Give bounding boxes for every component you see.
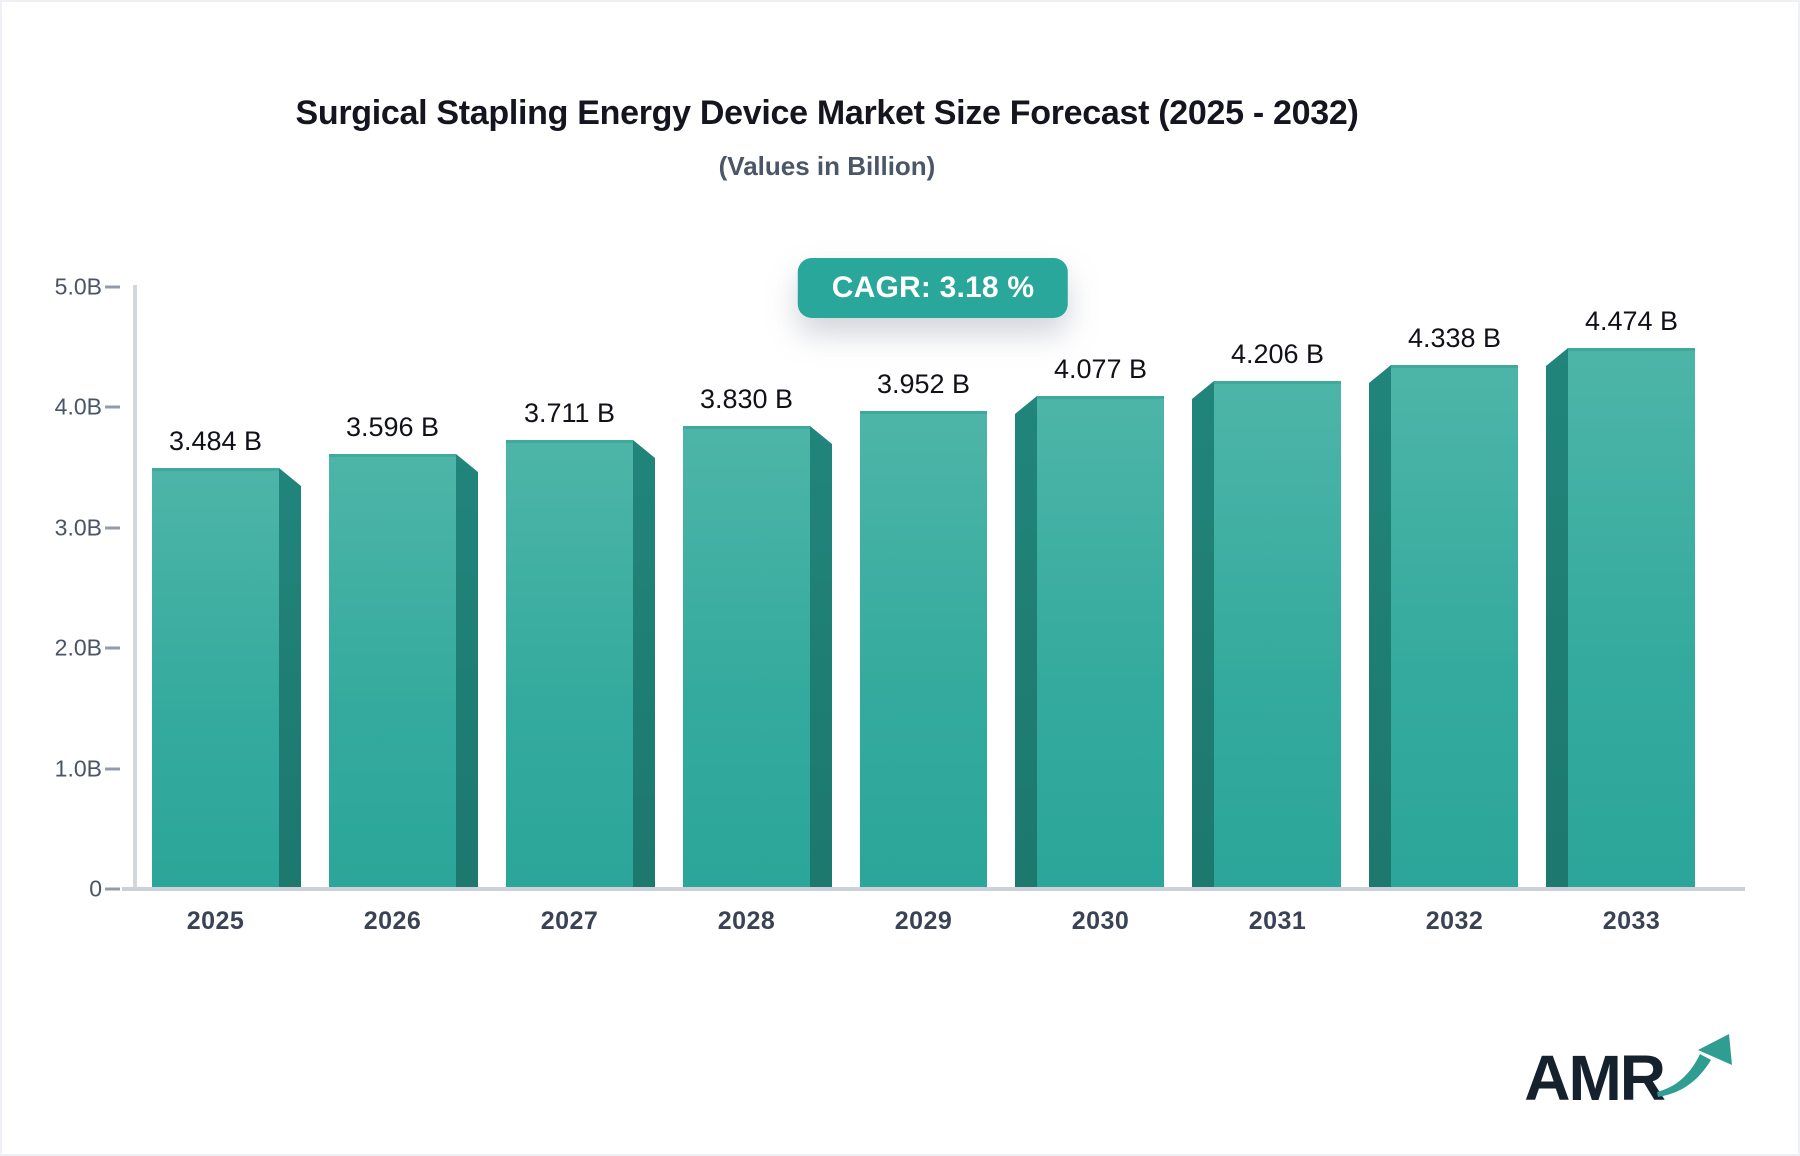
bar-2029 — [838, 2, 1009, 887]
bar-side-shadow — [1192, 381, 1214, 887]
y-tick-mark — [105, 767, 120, 771]
x-tick-label: 2025 — [186, 907, 245, 935]
bar-2033 — [1546, 2, 1717, 887]
bar-face — [1037, 396, 1164, 887]
trending-up-arrow-icon — [1656, 1029, 1740, 1106]
x-tick-label: 2029 — [894, 907, 953, 935]
x-tick-label: 2031 — [1248, 907, 1307, 935]
bar-face — [1568, 348, 1695, 887]
bar-2031 — [1192, 2, 1363, 887]
bar-2025 — [130, 2, 301, 887]
bar-value-label: 4.077 B — [1053, 354, 1148, 384]
bar-2026 — [307, 2, 478, 887]
y-tick-label: 0 — [89, 875, 102, 902]
chart-subtitle: (Values in Billion) — [718, 151, 936, 181]
bar-value-label: 3.484 B — [168, 426, 263, 456]
y-tick-mark — [105, 646, 120, 650]
y-tick-mark — [105, 285, 120, 289]
bar-side-shadow — [1546, 348, 1568, 887]
bar-value-label: 3.830 B — [699, 384, 794, 414]
y-tick-label: 2.0B — [54, 634, 102, 661]
bar-side-shadow — [810, 426, 832, 887]
chart-title: Surgical Stapling Energy Device Market S… — [295, 94, 1359, 132]
x-tick-label: 2030 — [1071, 907, 1130, 935]
cagr-badge: CAGR: 3.18 % — [797, 258, 1069, 318]
bar-face — [506, 440, 633, 887]
y-tick-label: 1.0B — [54, 755, 102, 782]
bar-side-shadow — [279, 468, 301, 887]
bar-side-shadow — [633, 440, 655, 887]
y-tick-mark — [105, 887, 120, 891]
bar-face — [1214, 381, 1341, 887]
bar-face — [329, 454, 456, 887]
y-tick-label: 4.0B — [54, 393, 102, 420]
x-tick-label: 2033 — [1602, 907, 1661, 935]
x-tick-label: 2027 — [540, 907, 599, 935]
bar-2030 — [1015, 2, 1186, 887]
x-tick-label: 2026 — [363, 907, 422, 935]
amr-logo: AMR — [1524, 1029, 1740, 1115]
bar-value-label: 3.596 B — [345, 412, 440, 442]
amr-logo-text: AMR — [1524, 1042, 1666, 1115]
y-axis-line — [133, 285, 137, 890]
bar-side-shadow — [1015, 396, 1037, 887]
bar-side-shadow — [456, 454, 478, 887]
chart-header: Surgical Stapling Energy Device Market S… — [2, 94, 1652, 182]
bar-value-label: 4.206 B — [1230, 339, 1325, 369]
bar-face — [152, 468, 279, 887]
y-tick-label: 5.0B — [54, 273, 102, 300]
bar-value-label: 3.711 B — [523, 398, 616, 428]
x-tick-label: 2032 — [1425, 907, 1484, 935]
x-tick-label: 2028 — [717, 907, 776, 935]
bar-face — [683, 426, 810, 887]
bar-2032 — [1369, 2, 1540, 887]
y-tick-mark — [105, 405, 120, 409]
bar-face — [1391, 365, 1518, 887]
bar-face — [860, 411, 987, 887]
bar-2028 — [661, 2, 832, 887]
bar-side-shadow — [1369, 365, 1391, 887]
bar-value-label: 4.338 B — [1407, 323, 1502, 353]
y-tick-mark — [105, 526, 120, 530]
y-tick-label: 3.0B — [54, 514, 102, 541]
bar-2027 — [484, 2, 655, 887]
bar-value-label: 3.952 B — [876, 369, 971, 399]
x-axis-baseline — [122, 887, 1745, 891]
bar-value-label: 4.474 B — [1584, 306, 1679, 336]
